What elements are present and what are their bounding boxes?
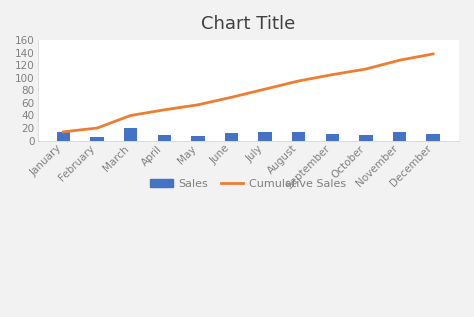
Legend: Sales, Cumulative Sales: Sales, Cumulative Sales	[146, 174, 351, 193]
Bar	[225, 133, 238, 141]
Bar	[191, 136, 205, 141]
Bar	[258, 133, 272, 141]
Bar	[90, 137, 104, 141]
Bar	[427, 134, 440, 141]
Bar	[292, 133, 305, 141]
Bar	[326, 134, 339, 141]
Title: Chart Title: Chart Title	[201, 15, 295, 33]
Bar	[359, 135, 373, 141]
Bar	[157, 135, 171, 141]
Bar	[124, 128, 137, 141]
Bar	[57, 132, 70, 141]
Bar	[393, 132, 406, 141]
